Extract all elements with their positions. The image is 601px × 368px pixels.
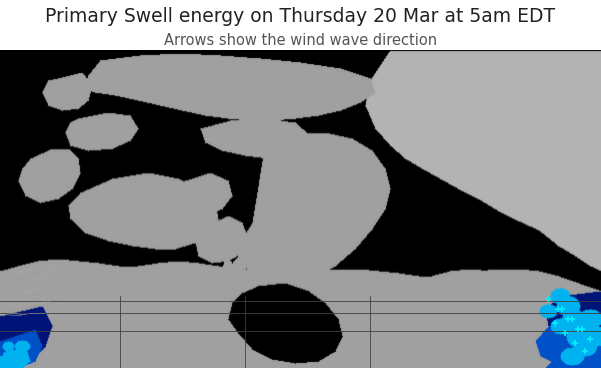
Text: Primary Swell energy on Thursday 20 Mar at 5am EDT: Primary Swell energy on Thursday 20 Mar … bbox=[46, 7, 555, 25]
Text: Arrows show the wind wave direction: Arrows show the wind wave direction bbox=[164, 32, 437, 47]
